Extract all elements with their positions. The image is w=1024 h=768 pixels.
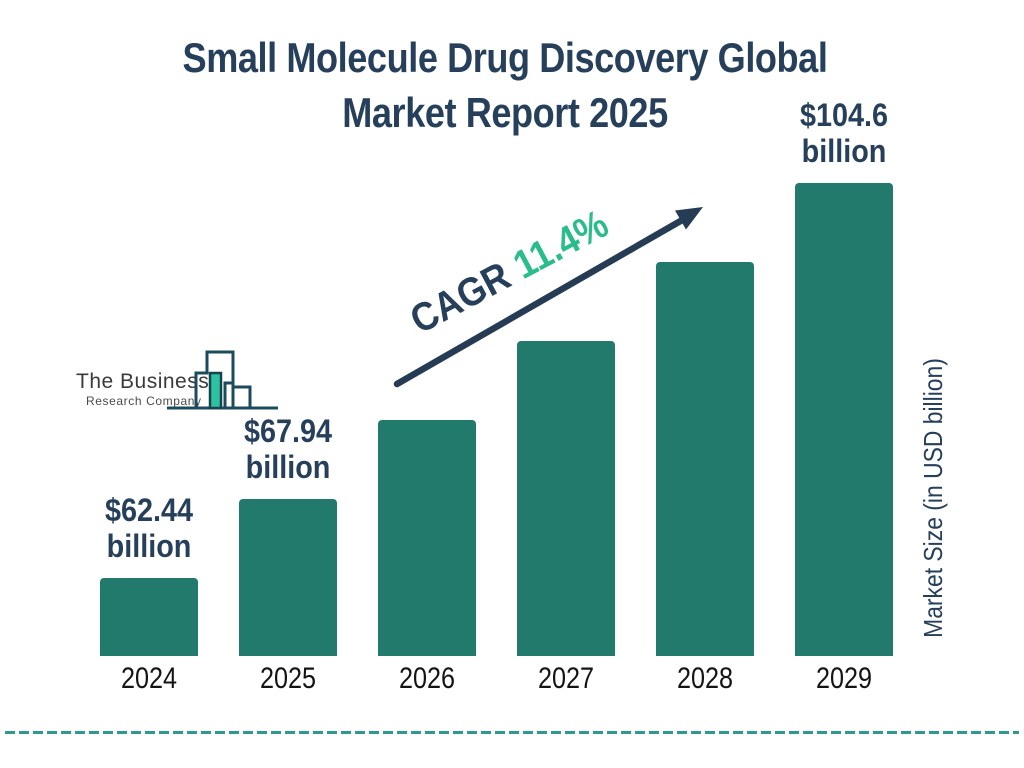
value-label-2024-unit: billion [106,528,192,564]
value-label-2029: $104.6 billion [745,97,943,169]
bar-2027 [517,341,615,656]
value-label-2025-amount: $67.94 [243,413,333,449]
bar-2026 [378,420,476,656]
x-axis-label-2026: 2026 [398,662,456,695]
bottom-dashed-divider [5,731,1019,734]
y-axis-label: Market Size (in USD billion) [918,358,948,638]
value-label-2025-unit: billion [245,449,331,485]
logo-company-name: The Business [76,370,210,393]
value-label-2029-unit: billion [801,133,887,169]
brand-logo: The Business Research Company [0,170,300,410]
x-axis-label-2027: 2027 [537,662,595,695]
bar-2029 [795,183,893,656]
page-title: Small Molecule Drug Discovery Global Mar… [0,30,1010,140]
value-label-2029-amount: $104.6 [799,97,889,133]
value-label-2024: $62.44 billion [50,492,248,564]
bar-2025 [239,499,337,656]
logo-company-subtitle: Research Company [86,394,202,408]
title-line-2: Market Report 2025 [342,89,668,136]
x-axis-label-2028: 2028 [676,662,734,695]
bar-2028 [656,262,754,656]
value-label-2024-amount: $62.44 [104,492,194,528]
title-line-1: Small Molecule Drug Discovery Global [182,34,828,81]
value-label-2025: $67.94 billion [189,413,387,485]
bar-2024 [100,578,198,656]
logo-bar-chart-icon [167,350,278,410]
x-axis-label-2025: 2025 [259,662,317,695]
x-axis-label-2024: 2024 [120,662,178,695]
x-axis-label-2029: 2029 [815,662,873,695]
